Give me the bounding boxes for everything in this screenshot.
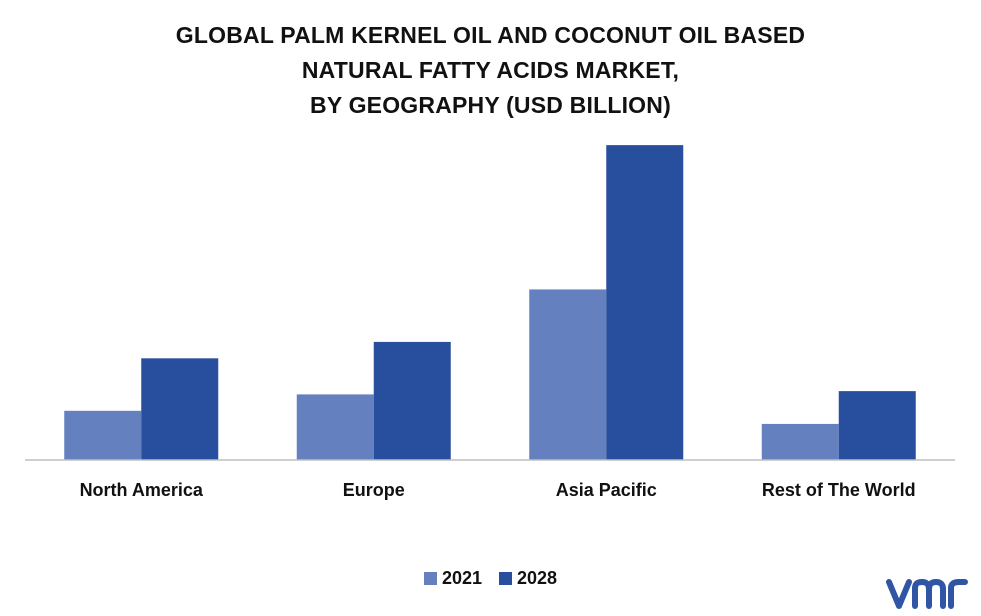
legend-label-2028: 2028 bbox=[517, 568, 558, 588]
legend-item-2021: 2021 bbox=[423, 568, 482, 589]
bar-2028-asia-pacific bbox=[606, 145, 684, 460]
legend-label-2021: 2021 bbox=[441, 568, 482, 588]
x-tick-label: Rest of The World bbox=[762, 480, 916, 500]
vmr-logo bbox=[886, 579, 968, 609]
bar-2021-rest-of-the-world bbox=[761, 423, 839, 460]
legend-swatch-2021 bbox=[423, 572, 437, 585]
chart-title-line-2: NATURAL FATTY ACIDS MARKET, bbox=[301, 57, 680, 83]
vmr-logo-mark bbox=[886, 579, 968, 609]
bar-2021-north-america bbox=[64, 410, 142, 460]
bar-2028-europe bbox=[373, 341, 451, 460]
x-tick-label: Europe bbox=[343, 480, 405, 500]
bar-2021-asia-pacific bbox=[529, 289, 607, 460]
bar-2028-north-america bbox=[141, 358, 219, 460]
x-tick-labels: North America Europe Asia Pacific Rest of T… bbox=[80, 480, 916, 500]
legend-swatch-2028 bbox=[499, 572, 512, 585]
legend-item-2028: 2028 bbox=[499, 568, 557, 589]
bars-group bbox=[64, 145, 916, 460]
chart-title-line-3: BY GEOGRAPHY (USD BILLION) bbox=[310, 92, 671, 118]
x-tick-label: North America bbox=[80, 480, 204, 500]
legend: 2021 2028 bbox=[0, 568, 981, 590]
bar-2028-rest-of-the-world bbox=[838, 391, 916, 460]
x-tick-label: Asia Pacific bbox=[556, 480, 657, 500]
bar-2021-europe bbox=[296, 394, 374, 460]
chart-title: GLOBAL PALM KERNEL OIL AND COCONUT OIL B… bbox=[0, 18, 981, 123]
chart-title-line-1: GLOBAL PALM KERNEL OIL AND COCONUT OIL B… bbox=[175, 22, 806, 48]
